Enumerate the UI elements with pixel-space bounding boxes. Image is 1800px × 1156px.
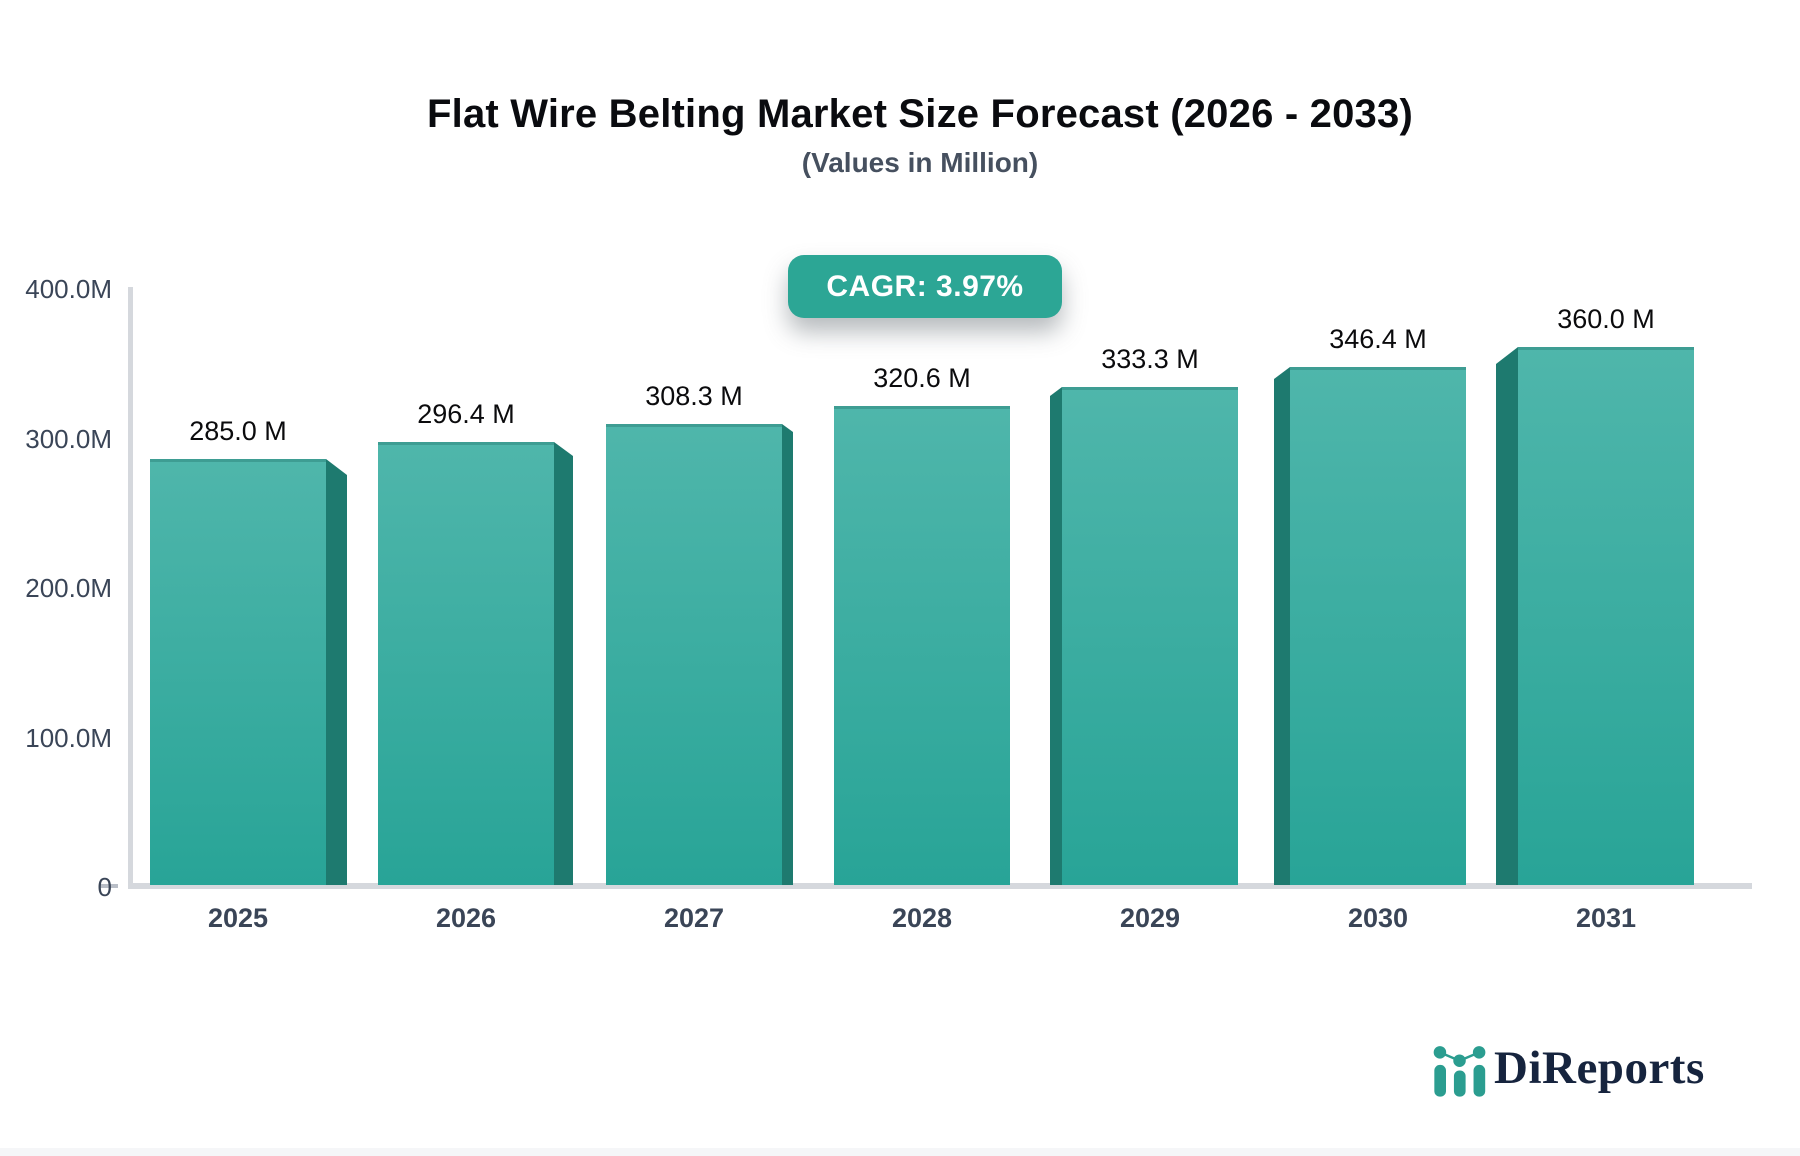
bar-value-label: 320.6 M (873, 363, 971, 393)
brand-name: DiReports (1494, 1042, 1705, 1094)
bar-value-label: 360.0 M (1557, 304, 1655, 334)
chart-header: Flat Wire Belting Market Size Forecast (… (20, 92, 1800, 179)
x-axis-label: 2031 (1575, 903, 1637, 933)
bar-value-label: 308.3 M (645, 381, 743, 411)
bar-3d-side (1496, 347, 1518, 885)
cagr-badge: CAGR: 3.97% (788, 255, 1062, 318)
x-axis-label: 2027 (663, 903, 725, 933)
bar-value-label: 333.3 M (1101, 344, 1199, 374)
bar-3d-side (1274, 367, 1290, 885)
x-axis-label: 2028 (891, 903, 953, 933)
bar (606, 424, 782, 885)
y-axis-tick-label: 0 (97, 872, 112, 902)
x-axis-label: 2030 (1347, 903, 1409, 933)
bar-3d-side (1050, 387, 1062, 885)
chart-title: Flat Wire Belting Market Size Forecast (… (427, 92, 1413, 136)
bottom-edge-strip (0, 1148, 1800, 1156)
bar (834, 406, 1010, 885)
x-axis-label: 2025 (207, 903, 269, 933)
x-axis-line (128, 883, 1752, 889)
bar-3d-side (326, 459, 347, 885)
bar-value-label: 285.0 M (189, 416, 287, 446)
y-axis-tick-label: 400.0M (25, 274, 112, 304)
x-axis-label: 2029 (1119, 903, 1181, 933)
bar (1062, 387, 1238, 885)
bar (150, 459, 326, 885)
brand-watermark: DiReports (1432, 1036, 1705, 1100)
bar-value-label: 296.4 M (417, 399, 515, 429)
zero-tick-mark (100, 884, 118, 888)
y-axis-tick-label: 300.0M (25, 423, 112, 454)
x-axis-label: 2026 (435, 903, 497, 933)
direports-logo-icon (1433, 1046, 1486, 1097)
bar-value-label: 346.4 M (1329, 324, 1427, 354)
bar (1290, 367, 1466, 885)
y-axis-line (128, 287, 133, 887)
chart-subtitle: (Values in Million) (801, 147, 1039, 178)
y-axis-tick-label: 100.0M (25, 722, 112, 753)
bar (378, 442, 554, 885)
y-axis-tick-label: 200.0M (25, 573, 112, 603)
bar (1518, 347, 1694, 885)
bar-3d-side (554, 442, 573, 885)
bar-3d-side (782, 424, 793, 885)
